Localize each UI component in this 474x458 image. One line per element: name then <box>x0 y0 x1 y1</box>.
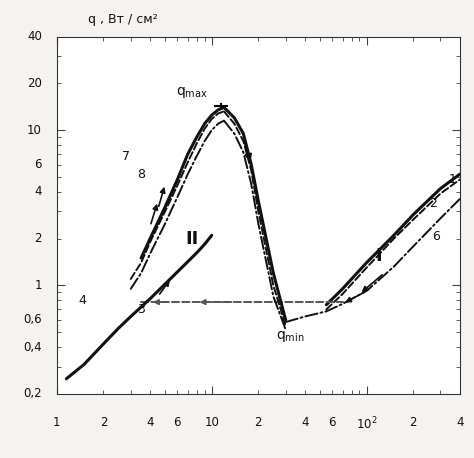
Text: 3: 3 <box>137 303 145 316</box>
Text: q$_\mathregular{max}$: q$_\mathregular{max}$ <box>176 85 208 100</box>
Text: 4: 4 <box>35 185 42 198</box>
Text: 4: 4 <box>301 415 309 429</box>
Text: 2: 2 <box>429 197 438 210</box>
Text: 1: 1 <box>449 173 456 186</box>
Text: 20: 20 <box>27 77 42 90</box>
Text: 4: 4 <box>456 415 464 429</box>
Text: 0,4: 0,4 <box>23 341 42 354</box>
Text: 40: 40 <box>27 30 42 43</box>
Text: II: II <box>186 229 199 248</box>
Text: 2: 2 <box>410 415 417 429</box>
Text: 2: 2 <box>100 415 107 429</box>
Text: $10^2$: $10^2$ <box>356 415 377 432</box>
Text: 6: 6 <box>35 158 42 171</box>
Text: 4: 4 <box>146 415 154 429</box>
Text: 4: 4 <box>78 294 86 307</box>
Text: 0,2: 0,2 <box>23 387 42 400</box>
Text: 1: 1 <box>53 415 61 429</box>
Text: 2: 2 <box>35 232 42 245</box>
Text: 2: 2 <box>255 415 262 429</box>
Text: 8: 8 <box>137 168 145 181</box>
Text: 10: 10 <box>204 415 219 429</box>
Text: q , Вт / см²: q , Вт / см² <box>89 13 158 26</box>
Text: I: I <box>375 247 382 265</box>
Text: 1: 1 <box>35 279 42 292</box>
Text: 10: 10 <box>27 124 42 136</box>
Text: 6: 6 <box>173 415 181 429</box>
Text: 0,6: 0,6 <box>23 313 42 326</box>
Text: 6: 6 <box>432 230 440 244</box>
Text: 7: 7 <box>122 150 130 163</box>
Text: 6: 6 <box>328 415 336 429</box>
Text: q$_\mathregular{min}$: q$_\mathregular{min}$ <box>276 329 304 344</box>
